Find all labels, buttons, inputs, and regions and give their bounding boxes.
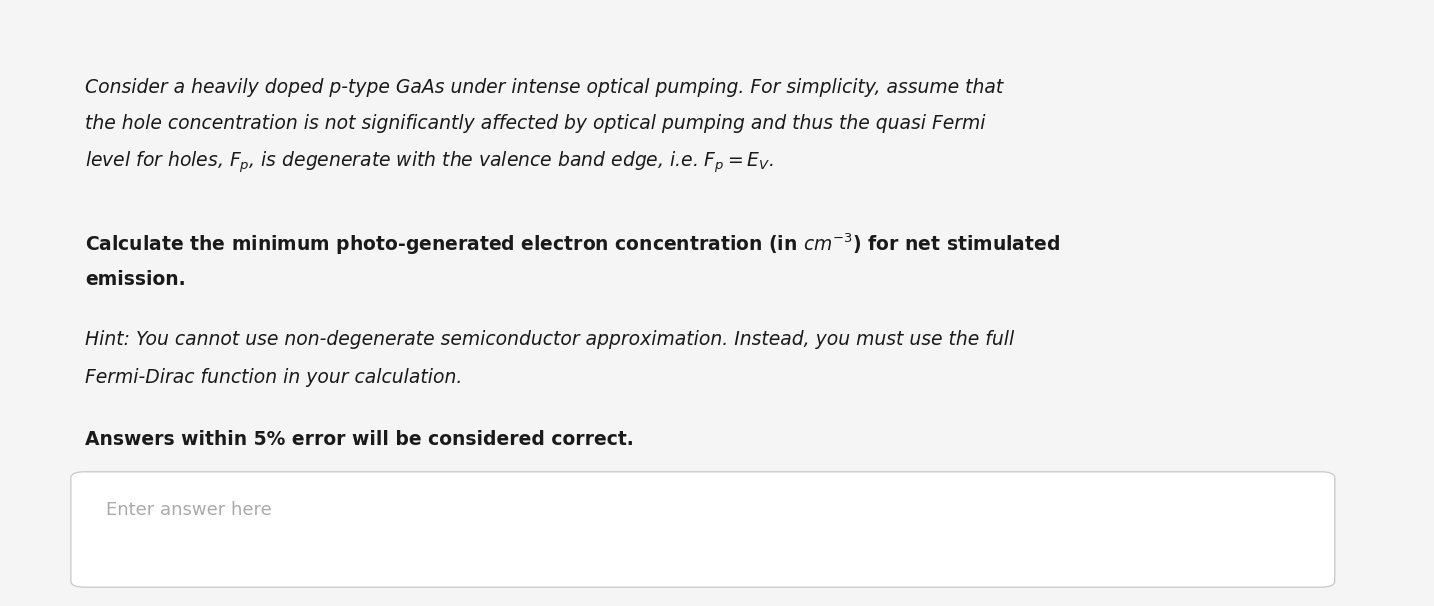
Text: level for holes, $\mathit{F}_p$, is degenerate with the valence band edge, i.e. : level for holes, $\mathit{F}_p$, is dege… [85, 149, 773, 175]
Text: emission.: emission. [85, 270, 185, 290]
Text: Answers within 5% error will be considered correct.: Answers within 5% error will be consider… [85, 430, 634, 449]
Text: Enter answer here: Enter answer here [106, 501, 272, 519]
Text: Calculate the minimum photo-generated electron concentration (in $cm^{-3}$) for : Calculate the minimum photo-generated el… [85, 232, 1060, 258]
Text: Fermi-Dirac function in your calculation.: Fermi-Dirac function in your calculation… [85, 368, 462, 387]
Text: Consider a heavily doped p-type GaAs under intense optical pumping. For simplici: Consider a heavily doped p-type GaAs und… [85, 78, 1004, 97]
Text: Hint: You cannot use non-degenerate semiconductor approximation. Instead, you mu: Hint: You cannot use non-degenerate semi… [85, 330, 1014, 348]
Text: the hole concentration is not significantly affected by optical pumping and thus: the hole concentration is not significan… [85, 113, 985, 133]
FancyBboxPatch shape [70, 471, 1335, 587]
